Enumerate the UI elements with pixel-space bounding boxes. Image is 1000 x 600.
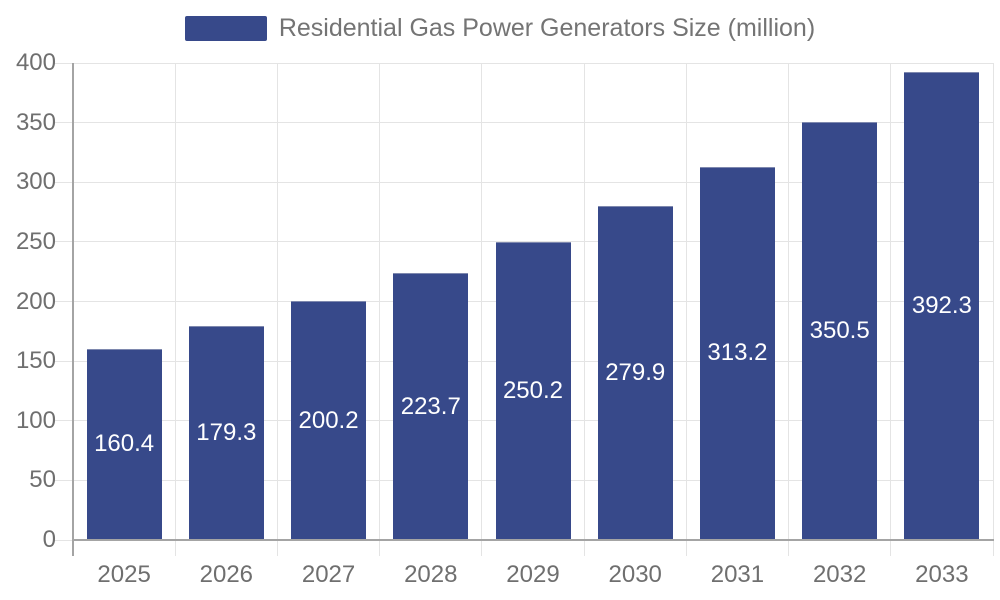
y-tick-label: 150: [15, 347, 56, 375]
bar: [188, 326, 264, 540]
v-gridline: [685, 63, 687, 540]
h-gridline: [73, 122, 993, 124]
bar: [393, 273, 469, 540]
y-tick: [54, 181, 73, 183]
legend-label: Residential Gas Power Generators Size (m…: [278, 14, 816, 42]
x-tick-label: 2030: [608, 561, 662, 588]
x-tick: [685, 540, 687, 556]
v-gridline: [788, 63, 790, 540]
bar: [291, 301, 367, 540]
y-tick-label: 200: [15, 287, 56, 315]
y-tick-label: 50: [29, 466, 56, 494]
x-tick-label: 2025: [97, 561, 151, 588]
x-tick-label: 2028: [404, 561, 458, 588]
x-tick-label: 2029: [506, 561, 560, 588]
x-tick-label: 2027: [301, 561, 356, 588]
y-tick-label: 350: [15, 108, 56, 136]
y-tick: [54, 360, 73, 362]
y-tick-label: 250: [15, 227, 56, 255]
x-tick: [174, 540, 176, 556]
v-gridline: [890, 63, 892, 540]
y-tick: [54, 62, 73, 64]
x-tick: [276, 540, 278, 556]
x-tick: [992, 540, 994, 556]
bar-value-label: 223.7: [400, 392, 461, 420]
bar: [802, 122, 878, 540]
bar-value-label: 392.3: [911, 292, 972, 320]
y-tick: [54, 241, 73, 243]
x-tick-label: 2031: [710, 561, 765, 588]
x-tick-label: 2032: [812, 561, 867, 588]
y-tick-label: 100: [15, 406, 56, 434]
x-tick: [890, 540, 892, 556]
x-tick: [788, 540, 790, 556]
y-tick-label: 300: [15, 168, 56, 196]
bar: [699, 166, 775, 540]
v-gridline: [174, 63, 176, 540]
legend-item[interactable]: Residential Gas Power Generators Size (m…: [0, 14, 1000, 42]
bar: [904, 72, 980, 540]
v-gridline: [481, 63, 483, 540]
bar-value-label: 200.2: [298, 406, 359, 434]
y-tick: [54, 301, 73, 302]
v-gridline: [379, 63, 381, 540]
legend-swatch[interactable]: [184, 15, 267, 41]
bar-value-label: 250.2: [502, 376, 564, 404]
v-gridline: [276, 63, 278, 540]
bar-value-label: 313.2: [707, 339, 768, 367]
bar-value-label: 279.9: [605, 359, 666, 387]
x-tick-label: 2026: [199, 561, 254, 588]
y-tick: [54, 420, 73, 422]
x-tick: [583, 540, 585, 556]
bar: [86, 348, 162, 540]
bar-value-label: 179.3: [196, 419, 257, 447]
y-tick: [54, 479, 73, 481]
bar-value-label: 350.5: [809, 317, 870, 344]
h-gridline: [73, 181, 993, 183]
y-tick: [54, 122, 73, 124]
v-gridline: [583, 63, 585, 540]
h-gridline: [73, 62, 993, 64]
y-tick-label: 0: [42, 526, 56, 553]
v-gridline: [992, 63, 994, 540]
y-axis-line: [72, 63, 74, 556]
x-tick: [481, 540, 483, 556]
x-tick: [379, 540, 381, 556]
bar-value-label: 160.4: [94, 430, 155, 458]
x-tick-label: 2033: [915, 561, 969, 588]
x-axis-line: [72, 539, 994, 541]
y-tick: [54, 539, 73, 541]
bar: [495, 241, 571, 540]
y-tick-label: 400: [15, 49, 56, 76]
bar: [597, 206, 673, 540]
